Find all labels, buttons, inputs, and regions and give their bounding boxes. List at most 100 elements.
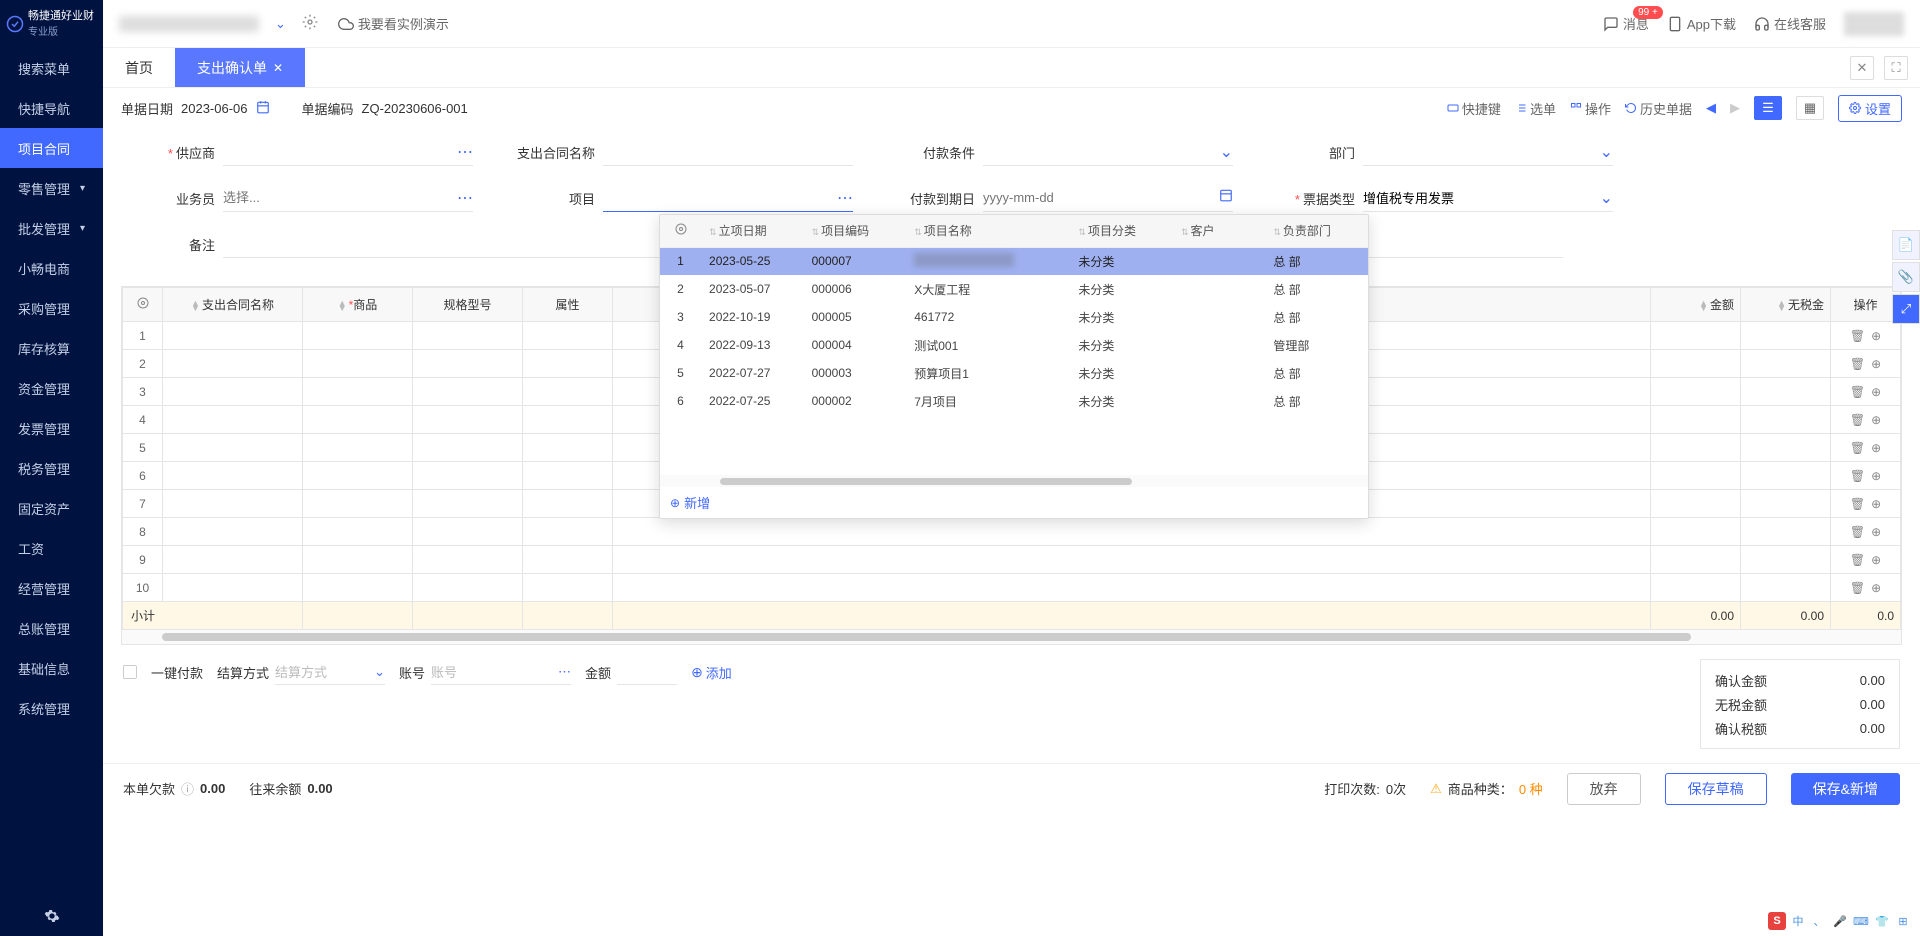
delete-icon[interactable]: 🗑 [1850,441,1865,455]
popup-scrollbar[interactable] [660,475,1368,487]
table-row[interactable]: 10🗑⊕ [123,574,1901,602]
more-icon[interactable]: ⋯ [457,188,473,208]
th-attr[interactable]: 属性 [523,288,613,322]
chevron-down-icon[interactable]: ⌄ [1220,142,1233,162]
th-amount[interactable]: ▲▼金额 [1651,288,1741,322]
prev-icon[interactable]: ◀ [1706,100,1716,116]
sidebar-item[interactable]: 基础信息 [0,648,103,688]
table-row[interactable]: 8🗑⊕ [123,518,1901,546]
method-select[interactable]: 结算方式⌄ [275,659,385,685]
delete-icon[interactable]: 🗑 [1850,329,1865,343]
ime-skin-icon[interactable]: 👕 [1873,912,1891,930]
more-icon[interactable]: ⋯ [457,142,473,162]
rail-doc-icon[interactable]: 📄 [1892,230,1920,260]
pay-terms-select[interactable]: ⌄ [983,138,1233,166]
table-row[interactable]: 9🗑⊕ [123,546,1901,574]
copy-icon[interactable]: ⊕ [1871,469,1881,483]
th-notax[interactable]: ▲▼无税金 [1741,288,1831,322]
sidebar-item[interactable]: 总账管理 [0,608,103,648]
org-selector[interactable] [119,16,259,32]
sidebar-item[interactable]: 项目合同 [0,128,103,168]
delete-icon[interactable]: 🗑 [1850,497,1865,511]
ime-lang-icon[interactable]: 中 [1789,912,1807,930]
copy-icon[interactable]: ⊕ [1871,497,1881,511]
dept-select[interactable]: ⌄ [1363,138,1613,166]
delete-icon[interactable]: 🗑 [1850,385,1865,399]
popup-th-date[interactable]: ⇅立项日期 [701,215,804,247]
sidebar-item[interactable]: 工资 [0,528,103,568]
copy-icon[interactable]: ⊕ [1871,385,1881,399]
invoice-type-select[interactable]: ⌄ [1363,184,1613,212]
shortcut-link[interactable]: 快捷键 [1447,99,1501,118]
sidebar-item[interactable]: 资金管理 [0,368,103,408]
copy-icon[interactable]: ⊕ [1871,525,1881,539]
copy-icon[interactable]: ⊕ [1871,553,1881,567]
tab-close-all[interactable]: ✕ [1850,56,1874,80]
sidebar-item[interactable]: 搜索菜单 [0,48,103,88]
delete-icon[interactable]: 🗑 [1850,357,1865,371]
rail-expand-icon[interactable]: ⤢ [1892,294,1920,324]
th-product[interactable]: ▲▼*商品 [303,288,413,322]
popup-th-cust[interactable]: ⇅客户 [1173,215,1265,247]
account-select[interactable]: 账号⋯ [431,659,571,685]
popup-row[interactable]: 42022-09-13000004测试001未分类管理部 [660,331,1368,359]
th-contract[interactable]: ▲▼支出合同名称 [163,288,303,322]
copy-icon[interactable]: ⊕ [1871,357,1881,371]
chevron-down-icon[interactable]: ⌄ [1600,188,1613,208]
popup-row[interactable]: 32022-10-19000005461772未分类总 部 [660,303,1368,331]
tab-home[interactable]: 首页 [103,48,175,87]
popup-th-gear[interactable] [660,215,701,247]
view-grid-button[interactable]: ▦ [1796,96,1824,120]
chevron-down-icon[interactable]: ⌄ [275,16,286,32]
save-draft-button[interactable]: 保存草稿 [1665,773,1767,805]
popup-row[interactable]: 62022-07-250000027月项目未分类总 部 [660,387,1368,415]
setting-button[interactable]: 设置 [1838,95,1902,122]
help-icon[interactable]: ⓘ [181,779,194,798]
th-gear[interactable] [123,288,163,322]
project-input[interactable]: ⋯ [603,184,853,212]
chevron-down-icon[interactable]: ⌄ [1600,142,1613,162]
popup-th-name[interactable]: ⇅项目名称 [906,215,1070,247]
popup-add-link[interactable]: ⊕新增 [670,493,1358,512]
save-new-button[interactable]: 保存&新增 [1791,773,1900,805]
popup-row[interactable]: 12023-05-25000007未分类总 部 [660,247,1368,275]
sidebar-item[interactable]: 小畅电商 [0,248,103,288]
avatar[interactable] [1844,12,1904,36]
service-link[interactable]: 在线客服 [1754,14,1826,33]
app-download-link[interactable]: App下载 [1667,14,1736,33]
nav-settings-icon[interactable] [0,896,103,936]
sidebar-item[interactable]: 经营管理 [0,568,103,608]
tab-expand[interactable]: ⛶ [1884,56,1908,80]
doc-date-value[interactable]: 2023-06-06 [181,101,248,116]
sidebar-item[interactable]: 系统管理 [0,688,103,728]
demo-link[interactable]: 我要看实例演示 [338,14,449,33]
calendar-icon[interactable] [1219,188,1233,207]
copy-icon[interactable]: ⊕ [1871,413,1881,427]
ime-sogou-icon[interactable]: S [1768,912,1786,930]
sidebar-item[interactable]: 采购管理 [0,288,103,328]
add-payment-link[interactable]: ⊕添加 [691,663,732,682]
close-icon[interactable]: ✕ [273,61,283,75]
calendar-icon[interactable] [256,100,270,117]
sidebar-item[interactable]: 快捷导航 [0,88,103,128]
delete-icon[interactable]: 🗑 [1850,525,1865,539]
popup-th-dept[interactable]: ⇅负责部门 [1265,215,1368,247]
pick-link[interactable]: 选单 [1515,99,1556,118]
sidebar-item[interactable]: 税务管理 [0,448,103,488]
due-date-input[interactable] [983,184,1233,212]
message-link[interactable]: 消息 99 + [1603,14,1649,33]
tab-expense-confirm[interactable]: 支出确认单 ✕ [175,48,305,87]
delete-icon[interactable]: 🗑 [1850,553,1865,567]
supplier-input[interactable]: ⋯ [223,138,473,166]
ime-mic-icon[interactable]: 🎤 [1831,912,1849,930]
salesman-input[interactable]: ⋯ [223,184,473,212]
history-link[interactable]: 历史单据 [1625,99,1692,118]
rail-attach-icon[interactable]: 📎 [1892,262,1920,292]
copy-icon[interactable]: ⊕ [1871,581,1881,595]
delete-icon[interactable]: 🗑 [1850,581,1865,595]
pay-amount-input[interactable] [617,659,677,685]
sidebar-item[interactable]: 批发管理▾ [0,208,103,248]
popup-row[interactable]: 22023-05-07000006X大厦工程未分类总 部 [660,275,1368,303]
ime-punct-icon[interactable]: 、 [1810,912,1828,930]
popup-row[interactable]: 52022-07-27000003预算项目1未分类总 部 [660,359,1368,387]
